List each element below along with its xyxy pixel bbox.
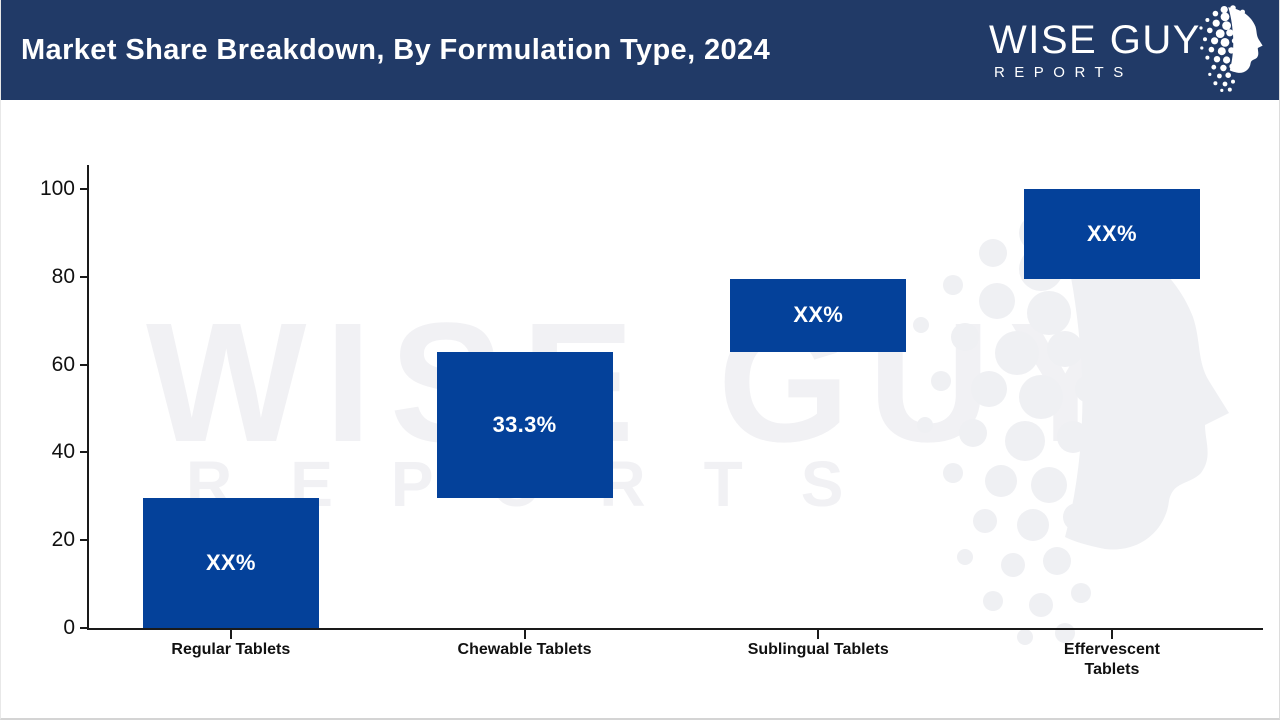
gridline — [91, 451, 1263, 453]
x-tick — [523, 630, 526, 639]
x-tick — [229, 630, 232, 639]
bar: XX% — [1023, 189, 1200, 279]
bar-value-label: 33.3% — [492, 411, 557, 437]
header-bar: Market Share Breakdown, By Formulation T… — [1, 0, 1279, 100]
brand-logo: WISE GUY REPORTS — [989, 4, 1265, 96]
y-tick — [80, 539, 89, 542]
x-axis-line — [87, 628, 1263, 630]
x-axis-label: Sublingual Tablets — [747, 641, 889, 658]
bar: XX% — [730, 278, 907, 352]
y-tick-label: 20 — [51, 528, 75, 552]
logo-wordmark: WISE GUY — [988, 18, 1201, 62]
y-tick-label: 0 — [63, 616, 75, 639]
y-tick — [80, 363, 89, 366]
gridline — [91, 364, 1263, 366]
x-axis-label: Chewable Tablets — [457, 641, 592, 658]
logo-head-icon — [1185, 4, 1265, 96]
bar: XX% — [142, 498, 319, 628]
x-tick — [817, 630, 820, 639]
logo-subtext: REPORTS — [993, 64, 1133, 81]
x-tick — [1110, 630, 1113, 639]
x-axis-label: Regular Tablets — [171, 641, 291, 658]
y-tick-label: 100 — [39, 177, 75, 200]
y-tick-label: 80 — [51, 264, 75, 288]
bar-value-label: XX% — [1087, 220, 1137, 246]
page-title: Market Share Breakdown, By Formulation T… — [21, 33, 771, 66]
bar-value-label: XX% — [205, 550, 256, 576]
y-tick — [80, 451, 89, 454]
bar: 33.3% — [436, 351, 613, 499]
x-axis-label: Effervescent Tablets — [1063, 641, 1160, 678]
y-tick — [80, 188, 89, 190]
y-tick-label: 60 — [51, 352, 75, 376]
y-tick — [80, 275, 89, 278]
y-axis-line — [87, 165, 89, 630]
bar-value-label: XX% — [793, 302, 844, 328]
y-tick-label: 40 — [51, 440, 75, 464]
y-tick — [80, 627, 89, 629]
